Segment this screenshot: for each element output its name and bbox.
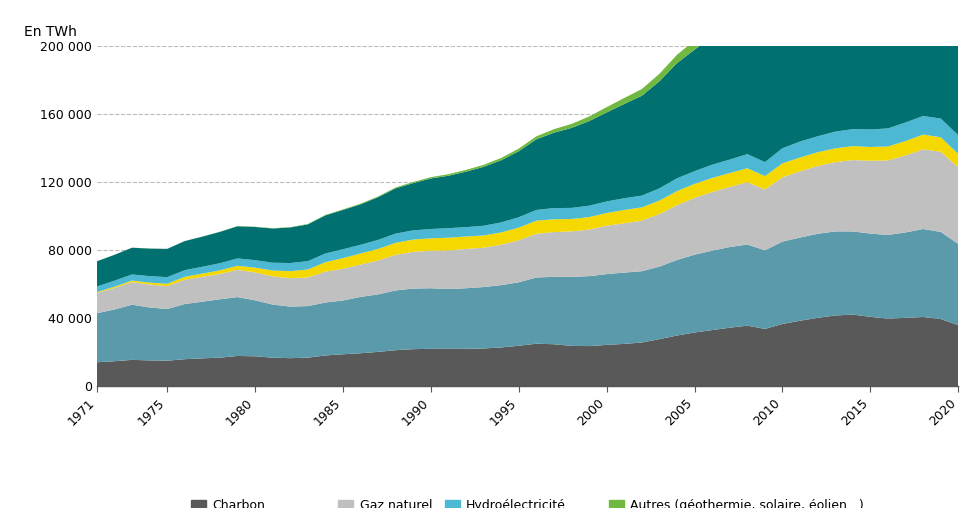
Text: En TWh: En TWh <box>23 25 76 39</box>
Legend: Charbon, Produits pétroliers, Gaz naturel, Nucléaire, Hydroélectricité, Biomasse: Charbon, Produits pétroliers, Gaz nature… <box>186 494 869 508</box>
